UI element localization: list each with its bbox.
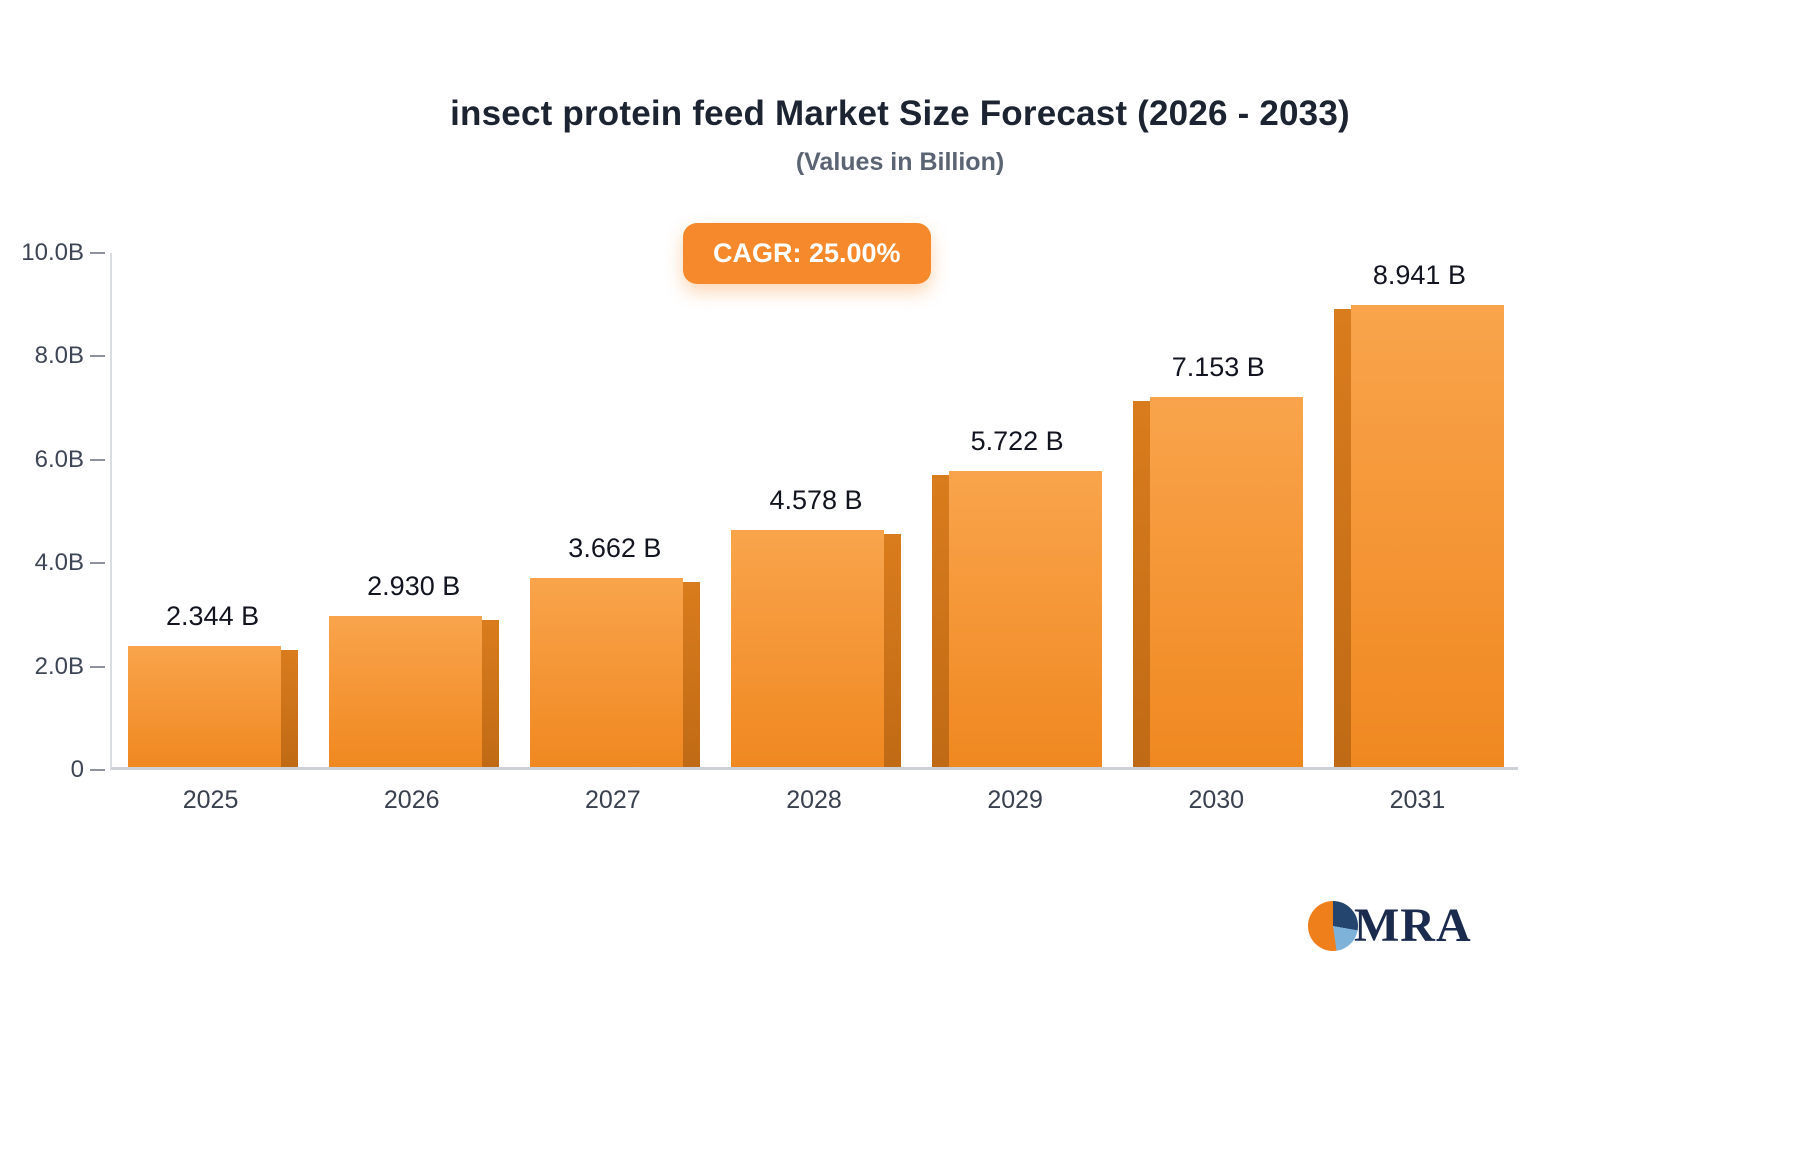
bar-side-face [932, 475, 950, 767]
y-tick-label: 6.0B [34, 445, 84, 473]
logo-pie-icon [1308, 900, 1358, 951]
y-tick-label: 4.0B [34, 549, 84, 577]
bar-front-face [1150, 397, 1304, 767]
x-tick-label-2025: 2025 [182, 786, 239, 814]
bar-2025: 2.344 B [127, 601, 298, 767]
bar-value-label: 7.153 B [1171, 352, 1265, 383]
bar-front-face [127, 645, 281, 767]
y-tick-mark [90, 355, 105, 358]
chart-subtitle: (Values in Billion) [795, 148, 1005, 176]
y-tick-mark [90, 458, 105, 461]
bar-2031: 8.941 B [1334, 260, 1505, 767]
bar-front-face [529, 577, 683, 767]
bar-side-face [1334, 308, 1352, 767]
bar-side-face [481, 619, 499, 767]
chart-title: insect protein feed Market Size Forecast… [450, 94, 1350, 133]
y-tick-mark [90, 769, 105, 771]
x-tick-label-2027: 2027 [585, 786, 641, 814]
y-tick-mark [90, 665, 105, 668]
x-tick-label-2026: 2026 [383, 786, 440, 814]
y-tick-label: 8.0B [34, 342, 84, 370]
bar-side-face [884, 534, 901, 767]
x-tick-label-2030: 2030 [1188, 786, 1245, 814]
bar-2028: 4.578 B [731, 485, 901, 767]
y-tick-label: 0 [70, 756, 84, 783]
bar-front-face [731, 530, 884, 767]
x-tick-label-2029: 2029 [987, 786, 1043, 814]
bar-2029: 5.722 B [932, 426, 1103, 767]
plot-area: 2.344 B 2.930 B 3.662 B 4.578 B 5.722 B 7.153… [110, 253, 1518, 770]
bar-value-label: 2.930 B [367, 570, 461, 601]
y-tick-label: 2.0B [34, 652, 84, 680]
bar-front-face [949, 471, 1103, 767]
cagr-badge: CAGR: 25.00% [683, 223, 931, 284]
bar-front-face [328, 615, 482, 767]
bar-side-face [682, 581, 700, 767]
bar-side-face [1133, 401, 1151, 767]
logo: MRA [1308, 898, 1472, 953]
y-tick-mark [90, 252, 105, 254]
bar-value-label: 2.344 B [166, 600, 260, 631]
x-tick-label-2031: 2031 [1389, 786, 1446, 814]
x-tick-label-2028: 2028 [786, 786, 842, 814]
bar-side-face [280, 649, 298, 767]
bar-value-label: 5.722 B [970, 426, 1064, 457]
bar-value-label: 4.578 B [769, 485, 863, 516]
bar-value-label: 8.941 B [1372, 259, 1466, 290]
bar-2027: 3.662 B [529, 533, 700, 767]
bar-front-face [1351, 304, 1505, 767]
logo-text: MRA [1354, 899, 1472, 952]
bar-value-label: 3.662 B [568, 532, 662, 563]
y-tick-mark [90, 562, 105, 565]
bar-2026: 2.930 B [328, 571, 499, 767]
bar-2030: 7.153 B [1133, 352, 1304, 767]
y-tick-label: 10.0B [21, 239, 84, 266]
